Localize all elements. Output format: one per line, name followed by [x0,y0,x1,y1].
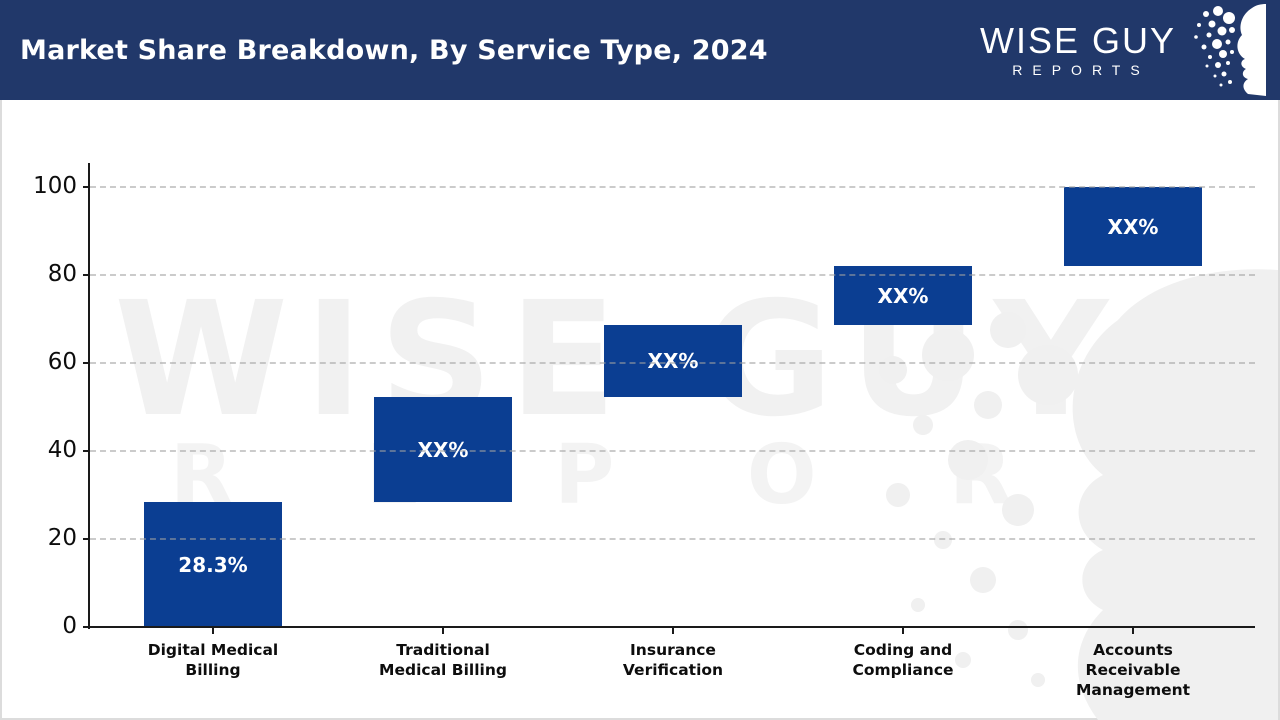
bar-value-label: XX% [417,437,469,462]
y-axis-tick [83,538,90,540]
x-axis-tick [1132,627,1134,634]
bar-value-label: XX% [877,283,929,308]
y-axis-tick [83,450,90,452]
x-axis-label: Digital Medical Billing [147,641,279,679]
watermark-dotted-head [879,269,1278,720]
y-axis-label: 20 [47,525,77,551]
bar: XX% [604,325,742,397]
gridline [90,450,1255,452]
y-axis-tick [83,186,90,188]
bar-value-label: XX% [647,349,699,374]
page-title: Market Share Breakdown, By Service Type,… [20,34,768,66]
bar-value-label: XX% [1107,214,1159,239]
x-axis [87,626,1255,628]
gridline [90,186,1255,188]
y-axis-tick [83,274,90,276]
logo-wordmark: WISE GUY [979,20,1176,61]
y-axis [88,163,90,629]
x-axis-tick [672,627,674,634]
y-axis-label: 0 [62,613,77,639]
header-bar: Market Share Breakdown, By Service Type,… [0,0,1280,100]
x-axis-label: Coding and Compliance [852,641,954,679]
gridline [90,362,1255,364]
gridline [90,538,1255,540]
bar: XX% [1064,187,1202,267]
logo-subtitle: REPORTS [1012,62,1150,78]
y-axis-label: 40 [47,437,77,463]
bar: XX% [834,266,972,326]
logo-text: WISE GUY REPORTS [979,20,1176,79]
bar-value-label: 28.3% [178,552,248,577]
gridline [90,274,1255,276]
wise-guy-reports-logo: WISE GUY REPORTS [980,4,1266,96]
waterfall-plot: 28.3% Digital Medical Billing XX% Tradition… [2,100,1280,720]
bar: 28.3% [144,502,282,627]
y-axis-label: 100 [33,173,77,199]
x-axis-tick [212,627,214,634]
x-axis-label: Accounts Receivable Management [1075,641,1191,699]
y-axis-label: 80 [47,261,77,287]
chart-card: WISE GUY R E P O R T S 28.3%Digital Medi… [0,100,1280,720]
y-axis-tick [83,626,90,628]
x-axis-label: Insurance Verification [622,641,724,679]
x-axis-tick [902,627,904,634]
dotted-face-icon [1194,4,1266,96]
y-axis-tick [83,362,90,364]
x-axis-label: Traditional Medical Billing [379,641,507,679]
y-axis-label: 60 [47,349,77,375]
x-axis-tick [442,627,444,634]
bar: XX% [374,396,512,503]
